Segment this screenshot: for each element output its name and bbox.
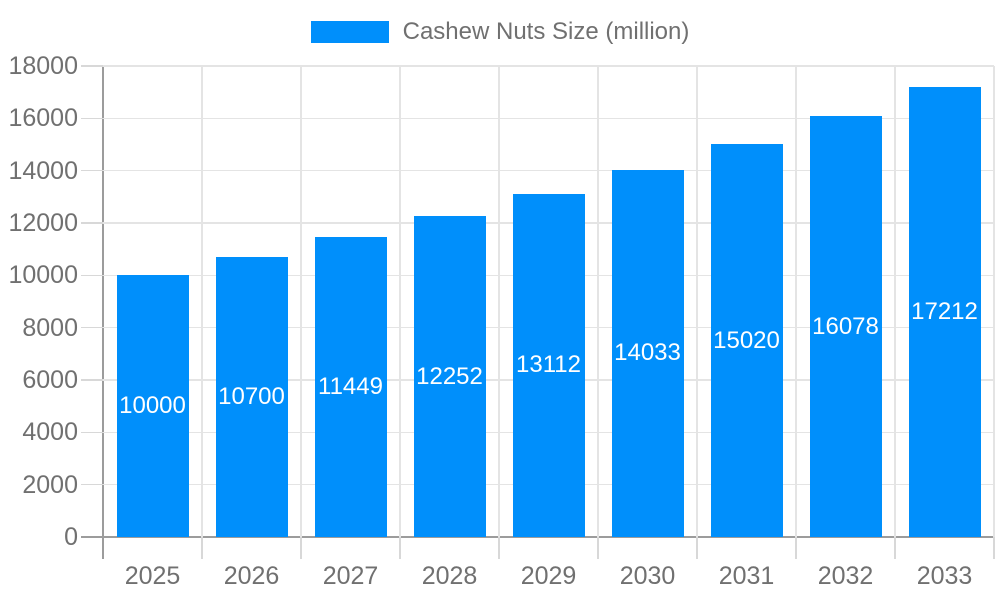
bar-value-label-2030: 14033 (614, 339, 681, 367)
y-tick-label-16000: 16000 (8, 104, 78, 133)
gridline-v-8 (894, 66, 896, 537)
gridline-h-16000 (103, 117, 994, 120)
gridline-v-9 (993, 66, 995, 537)
bar-2025[interactable]: 10000 (116, 275, 189, 537)
legend-label: Cashew Nuts Size (million) (402, 18, 690, 45)
y-tick-label-8000: 8000 (22, 313, 78, 342)
bar-2032[interactable]: 16078 (809, 116, 882, 537)
y-tick-2000 (81, 483, 103, 486)
bar-2026[interactable]: 10700 (215, 257, 288, 537)
y-tick-label-14000: 14000 (8, 156, 78, 185)
x-tick-label-2031: 2031 (718, 562, 775, 590)
bar-value-label-2027: 11449 (318, 373, 383, 401)
bar-value-label-2026: 10700 (218, 383, 285, 410)
y-tick-label-4000: 4000 (22, 418, 78, 447)
bar-2033[interactable]: 17212 (908, 86, 981, 537)
gridline-v-6 (696, 66, 698, 537)
x-axis-line (81, 536, 994, 538)
x-tick-6 (696, 537, 698, 559)
bar-value-label-2025: 10000 (119, 392, 186, 420)
plot-area: 10000 10700 11449 12252 13112 14033 15020 16078… (103, 65, 995, 537)
y-tick-label-18000: 18000 (8, 52, 78, 80)
y-tick-4000 (81, 431, 103, 434)
x-tick-label-2029: 2029 (520, 562, 577, 590)
y-tick-label-6000: 6000 (22, 366, 78, 394)
bar-value-label-2028: 12252 (416, 362, 483, 390)
bar-2031[interactable]: 15020 (710, 144, 783, 537)
bar-value-label-2029: 13112 (516, 351, 581, 379)
x-tick-9 (993, 537, 995, 559)
bar-value-label-2033: 17212 (911, 297, 978, 325)
bar-value-label-2031: 15020 (713, 326, 780, 354)
legend[interactable]: Cashew Nuts Size (million) (0, 17, 1000, 47)
y-tick-label-0: 0 (64, 523, 78, 551)
gridline-h-14000 (103, 169, 994, 172)
y-tick-label-2000: 2000 (22, 470, 78, 499)
legend-swatch (310, 21, 389, 43)
x-tick-label-2025: 2025 (124, 562, 181, 590)
gridline-v-4 (498, 66, 500, 537)
x-tick-label-2026: 2026 (223, 562, 280, 590)
gridline-v-3 (399, 66, 401, 537)
bar-2030[interactable]: 14033 (611, 169, 684, 537)
y-axis-line (102, 66, 104, 559)
y-tick-12000 (81, 222, 103, 224)
y-tick-label-12000: 12000 (8, 209, 78, 237)
x-tick-label-2032: 2032 (817, 562, 874, 590)
x-tick-1 (201, 537, 203, 559)
bar-value-label-2032: 16078 (812, 312, 879, 340)
x-tick-label-2033: 2033 (916, 562, 973, 590)
bar-2028[interactable]: 12252 (413, 216, 486, 537)
x-tick-label-2030: 2030 (619, 562, 676, 590)
y-tick-18000 (81, 65, 103, 67)
gridline-v-7 (795, 66, 797, 537)
bar-2027[interactable]: 11449 (314, 237, 387, 537)
x-tick-8 (894, 537, 896, 559)
x-tick-7 (795, 537, 797, 559)
y-tick-10000 (81, 274, 103, 277)
y-tick-16000 (81, 117, 103, 120)
y-tick-8000 (81, 326, 103, 329)
y-tick-6000 (81, 379, 103, 381)
bar-2029[interactable]: 13112 (512, 193, 585, 537)
gridline-v-5 (597, 66, 599, 537)
gridline-h-18000 (103, 65, 994, 67)
x-tick-label-2027: 2027 (322, 562, 379, 590)
x-tick-label-2028: 2028 (421, 562, 478, 590)
x-tick-3 (399, 537, 401, 559)
gridline-v-2 (300, 66, 302, 537)
x-tick-2 (300, 537, 302, 559)
y-tick-14000 (81, 169, 103, 172)
x-tick-5 (597, 537, 599, 559)
y-tick-label-10000: 10000 (8, 261, 78, 290)
gridline-v-1 (201, 66, 203, 537)
x-tick-4 (498, 537, 500, 559)
